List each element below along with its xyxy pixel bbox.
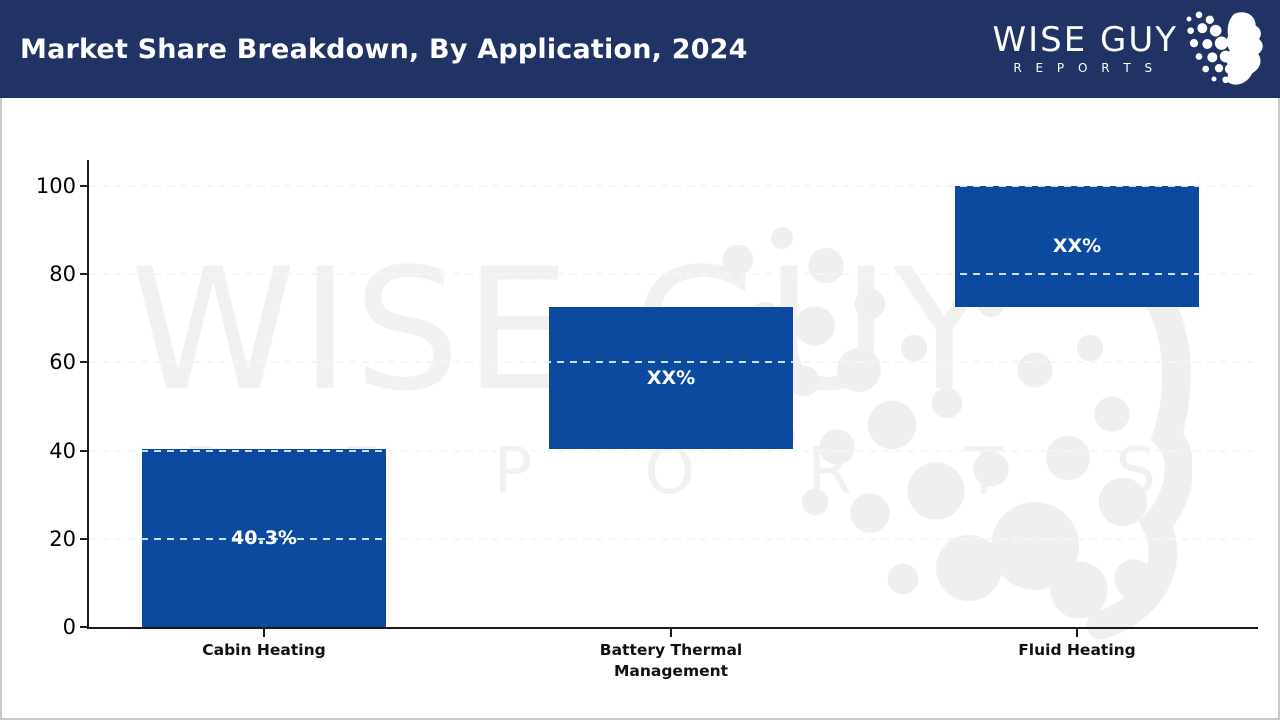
y-tick-label: 100 (35, 174, 76, 198)
gridline-overlay (89, 361, 1253, 364)
x-tick-mark (263, 629, 265, 637)
y-tick-mark (80, 273, 89, 276)
y-tick-mark (80, 185, 89, 187)
x-category-label: Cabin Heating (202, 641, 326, 659)
x-axis-line (87, 627, 1258, 629)
bar: XX% (955, 186, 1199, 307)
y-tick-label: 0 (62, 615, 76, 639)
brand-logo: WISE GUY R E P O R T S (992, 9, 1266, 89)
logo-text: WISE GUY R E P O R T S (992, 23, 1178, 75)
y-tick-label: 60 (49, 350, 76, 375)
logo-head-icon (1186, 11, 1263, 85)
y-tick-mark (80, 449, 89, 452)
y-tick-label: 40 (49, 438, 76, 463)
header-bar: Market Share Breakdown, By Application, … (0, 0, 1280, 98)
x-tick-mark (1076, 629, 1078, 637)
x-category-label: Fluid Heating (1018, 641, 1136, 659)
bar-value-label: XX% (646, 367, 696, 390)
y-axis-line (87, 160, 89, 629)
bar-value-label: XX% (1052, 235, 1102, 258)
chart-title: Market Share Breakdown, By Application, … (20, 33, 748, 65)
y-tick-mark (80, 537, 89, 540)
bar: XX% (549, 306, 793, 450)
chart-area: WISE GUY R E P O R T S 0 20 40 60 80 10 (0, 98, 1280, 720)
x-tick-mark (670, 629, 672, 637)
logo-wordmark: WISE GUY (992, 20, 1178, 60)
gridline-overlay (89, 273, 1253, 276)
y-tick-mark (80, 626, 89, 628)
gridline-overlay (89, 185, 1253, 187)
logo-subtext: R E P O R T S (1013, 61, 1158, 75)
plot: 0 20 40 60 80 100 40.3% XX% XX% Cabin Heating Batt… (0, 98, 1280, 720)
y-tick-label: 80 (49, 262, 76, 287)
gridline-overlay (89, 537, 1253, 540)
y-tick-mark (80, 361, 89, 364)
y-tick-label: 20 (49, 526, 76, 551)
x-category-label: Battery Thermal Management (599, 641, 743, 680)
gridline-overlay (89, 449, 1253, 452)
